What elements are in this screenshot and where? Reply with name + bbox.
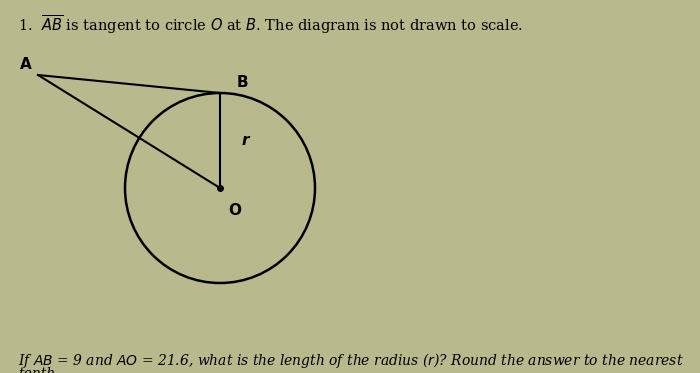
Text: B: B [236, 75, 248, 90]
Text: tenth.: tenth. [18, 367, 60, 373]
Text: 1.  $\overline{AB}$ is tangent to circle $O$ at $B$. The diagram is not drawn to: 1. $\overline{AB}$ is tangent to circle … [18, 13, 523, 35]
Text: If $AB$ = 9 and $AO$ = 21.6, what is the length of the radius ($r$)? Round the a: If $AB$ = 9 and $AO$ = 21.6, what is the… [18, 351, 684, 370]
Text: r: r [241, 133, 248, 148]
Text: O: O [228, 203, 242, 218]
Text: A: A [20, 57, 32, 72]
